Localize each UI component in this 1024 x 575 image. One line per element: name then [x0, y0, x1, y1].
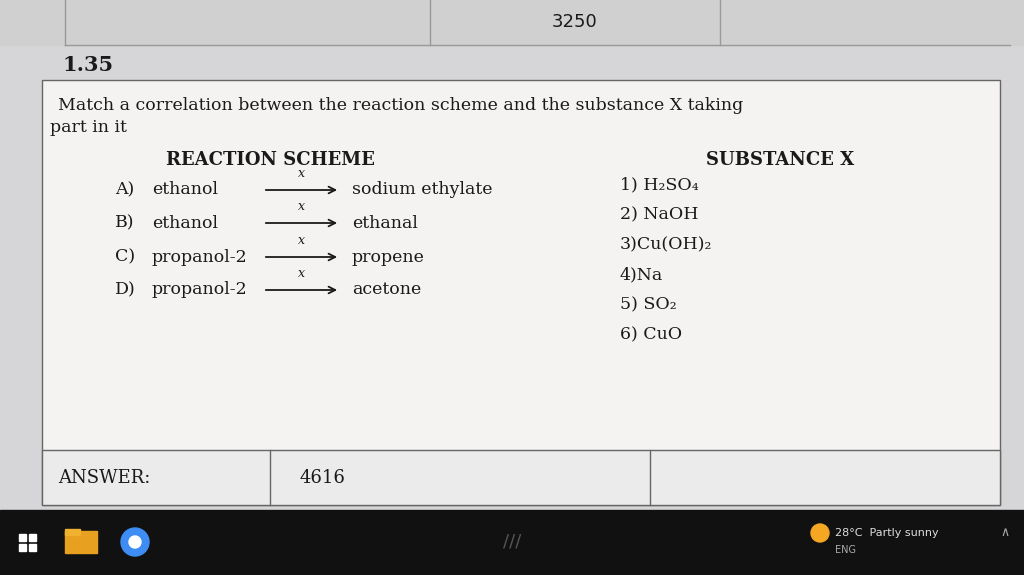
Bar — [42, 80, 1000, 505]
Text: 4616: 4616 — [300, 469, 346, 487]
Text: 1.35: 1.35 — [62, 55, 113, 75]
Text: x: x — [298, 200, 305, 213]
Text: 6) CuO: 6) CuO — [620, 327, 682, 343]
Text: 1) H₂SO₄: 1) H₂SO₄ — [620, 177, 698, 194]
Text: ethanol: ethanol — [152, 182, 218, 198]
Text: 3)Cu(OH)₂: 3)Cu(OH)₂ — [620, 236, 713, 254]
Text: x: x — [298, 267, 305, 280]
Text: ∧: ∧ — [1000, 527, 1010, 539]
Text: part in it: part in it — [50, 118, 127, 136]
Text: propanol-2: propanol-2 — [152, 282, 248, 298]
Text: A): A) — [115, 182, 134, 198]
Bar — [65, 529, 80, 535]
Text: propanol-2: propanol-2 — [152, 248, 248, 266]
Circle shape — [121, 528, 150, 556]
Bar — [65, 531, 97, 553]
Bar — [29, 544, 36, 551]
Bar — [29, 534, 36, 541]
Bar — [19, 534, 26, 541]
Bar — [0, 510, 1024, 575]
Text: ethanal: ethanal — [352, 214, 418, 232]
Text: C): C) — [115, 248, 135, 266]
Text: 4)Na: 4)Na — [620, 266, 664, 283]
Text: B): B) — [115, 214, 134, 232]
Text: sodium ethylate: sodium ethylate — [352, 182, 493, 198]
Bar — [19, 544, 26, 551]
Text: SUBSTANCE X: SUBSTANCE X — [706, 151, 854, 169]
Text: 5) SO₂: 5) SO₂ — [620, 297, 677, 313]
Text: x: x — [298, 167, 305, 180]
Circle shape — [129, 536, 141, 548]
Text: 2) NaOH: 2) NaOH — [620, 206, 698, 224]
Text: acetone: acetone — [352, 282, 421, 298]
Text: ENG: ENG — [835, 545, 856, 555]
Text: REACTION SCHEME: REACTION SCHEME — [166, 151, 375, 169]
Bar — [42, 450, 1000, 505]
Text: 28°C  Partly sunny: 28°C Partly sunny — [835, 528, 939, 538]
Text: x: x — [298, 234, 305, 247]
Text: 3250: 3250 — [552, 13, 598, 31]
Text: D): D) — [115, 282, 136, 298]
Text: ///: /// — [503, 533, 521, 551]
Bar — [0, 0, 1024, 510]
Bar — [0, 0, 1024, 45]
Text: ethanol: ethanol — [152, 214, 218, 232]
Text: ANSWER:: ANSWER: — [58, 469, 151, 487]
Text: Match a correlation between the reaction scheme and the substance X taking: Match a correlation between the reaction… — [58, 97, 743, 113]
Text: propene: propene — [352, 248, 425, 266]
Circle shape — [811, 524, 829, 542]
